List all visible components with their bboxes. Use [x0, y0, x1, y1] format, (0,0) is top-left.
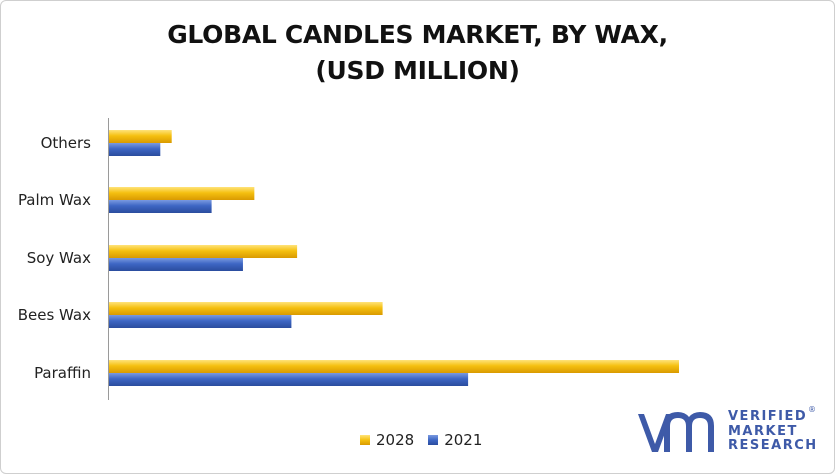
vmr-logo-text: VERIFIED MARKET RESEARCH: [728, 409, 818, 454]
category-label-others: Others: [41, 134, 92, 152]
category-label-paraffin: Paraffin: [34, 364, 91, 382]
bar-palm-wax-2021: [109, 200, 212, 213]
legend-label-2028: 2028: [376, 431, 415, 449]
bar-paraffin-2028: [109, 360, 679, 373]
vmr-logo-mark: [638, 412, 714, 452]
legend-label-2021: 2021: [444, 431, 483, 449]
bar-soy-wax-2028: [109, 245, 298, 258]
category-label-palm-wax: Palm Wax: [18, 191, 91, 209]
legend-item-2021: 2021: [428, 431, 482, 449]
registered-mark: ®: [808, 405, 816, 414]
bar-others-2021: [109, 143, 161, 156]
bar-soy-wax-2021: [109, 258, 243, 271]
bar-bees-wax-2028: [109, 302, 383, 315]
bar-bees-wax-2021: [109, 315, 292, 328]
legend: 2028 2021: [360, 431, 496, 449]
bar-others-2028: [109, 130, 172, 143]
bar-palm-wax-2028: [109, 187, 255, 200]
category-label-soy-wax: Soy Wax: [27, 249, 91, 267]
logo-line-research: RESEARCH: [728, 438, 818, 453]
bar-paraffin-2021: [109, 373, 469, 386]
chart-title-line-1: GLOBAL CANDLES MARKET, BY WAX,: [167, 20, 668, 49]
vmr-logo: VERIFIED MARKET RESEARCH ®: [636, 405, 826, 464]
bars-group: [109, 130, 679, 386]
logo-line-verified: VERIFIED: [728, 409, 808, 424]
category-labels: Others Palm Wax Soy Wax Bees Wax Paraffin: [18, 134, 91, 382]
legend-swatch-2021: [428, 435, 439, 445]
legend-swatch-2028: [360, 435, 370, 445]
chart-title-line-2: (USD MILLION): [315, 56, 520, 85]
legend-item-2028: 2028: [360, 431, 414, 449]
category-label-bees-wax: Bees Wax: [18, 306, 91, 324]
logo-line-market: MARKET: [728, 423, 798, 439]
